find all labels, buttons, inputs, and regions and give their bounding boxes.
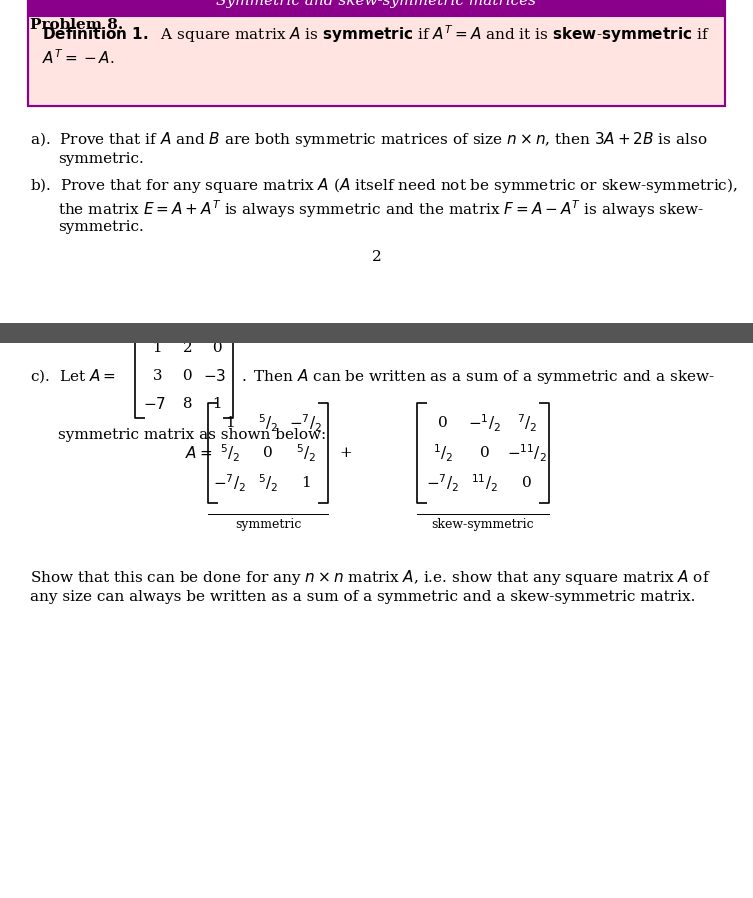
FancyBboxPatch shape [28, 0, 725, 16]
Text: 0: 0 [480, 446, 490, 460]
Text: Show that this can be done for any $n \times n$ matrix $A$, i.e. show that any s: Show that this can be done for any $n \t… [30, 568, 711, 587]
Text: Problem 8.: Problem 8. [30, 18, 123, 32]
Text: 8: 8 [178, 397, 192, 411]
Text: $-^7/_2$: $-^7/_2$ [213, 472, 246, 494]
Text: $^5/_2$: $^5/_2$ [258, 412, 278, 434]
Text: c).  Let $A = $: c). Let $A = $ [30, 367, 116, 385]
Text: 1: 1 [148, 341, 163, 355]
Text: $A^T = -A$.: $A^T = -A$. [42, 48, 114, 66]
Text: $-^7/_2$: $-^7/_2$ [289, 412, 322, 434]
Text: Symmetric and skew-symmetric matrices: Symmetric and skew-symmetric matrices [217, 0, 536, 8]
Text: 1: 1 [301, 476, 311, 490]
Text: $\bf{Definition\ 1.}$  A square matrix $A$ is $\bf{symmetric}$ if $A^T = A$ and : $\bf{Definition\ 1.}$ A square matrix $A… [42, 23, 709, 45]
Text: 1: 1 [225, 416, 235, 430]
Text: 2: 2 [372, 250, 381, 264]
Text: $^5/_2$: $^5/_2$ [296, 443, 316, 463]
Text: 3: 3 [148, 369, 162, 383]
Text: symmetric: symmetric [235, 518, 301, 531]
FancyBboxPatch shape [0, 323, 753, 343]
Text: symmetric.: symmetric. [58, 152, 144, 166]
Text: $.$ Then $A$ can be written as a sum of a symmetric and a skew-: $.$ Then $A$ can be written as a sum of … [241, 366, 715, 385]
Text: $-^1/_2$: $-^1/_2$ [468, 412, 501, 434]
Text: 0: 0 [522, 476, 532, 490]
Text: $A=$: $A=$ [185, 445, 212, 461]
Text: 0: 0 [438, 416, 448, 430]
Text: +: + [340, 446, 352, 460]
FancyBboxPatch shape [28, 16, 725, 106]
Text: $^5/_2$: $^5/_2$ [220, 443, 240, 463]
Text: $-^{11}/_2$: $-^{11}/_2$ [507, 443, 547, 463]
Text: $^{11}/_2$: $^{11}/_2$ [471, 472, 498, 494]
Text: 0: 0 [178, 369, 192, 383]
Text: 0: 0 [263, 446, 273, 460]
Text: any size can always be written as a sum of a symmetric and a skew-symmetric matr: any size can always be written as a sum … [30, 590, 695, 604]
Text: $^1/_2$: $^1/_2$ [433, 443, 453, 463]
Text: $^5/_2$: $^5/_2$ [258, 472, 278, 494]
Text: 0: 0 [208, 341, 222, 355]
Text: the matrix $E = A + A^T$ is always symmetric and the matrix $F = A - A^T$ is alw: the matrix $E = A + A^T$ is always symme… [58, 198, 704, 220]
Text: a).  Prove that if $A$ and $B$ are both symmetric matrices of size $n \times n$,: a). Prove that if $A$ and $B$ are both s… [30, 130, 708, 149]
Text: symmetric.: symmetric. [58, 220, 144, 234]
Text: 1: 1 [208, 397, 222, 411]
Text: $-3$: $-3$ [203, 368, 227, 384]
Text: symmetric matrix as shown below:: symmetric matrix as shown below: [58, 428, 326, 442]
Text: $^7/_2$: $^7/_2$ [517, 412, 537, 434]
Text: $-7$: $-7$ [143, 396, 166, 412]
Text: b).  Prove that for any square matrix $A$ ($A$ itself need not be symmetric or s: b). Prove that for any square matrix $A$… [30, 176, 738, 195]
Text: 2: 2 [178, 341, 192, 355]
Text: $-^7/_2$: $-^7/_2$ [426, 472, 459, 494]
Text: skew-symmetric: skew-symmetric [431, 518, 535, 531]
